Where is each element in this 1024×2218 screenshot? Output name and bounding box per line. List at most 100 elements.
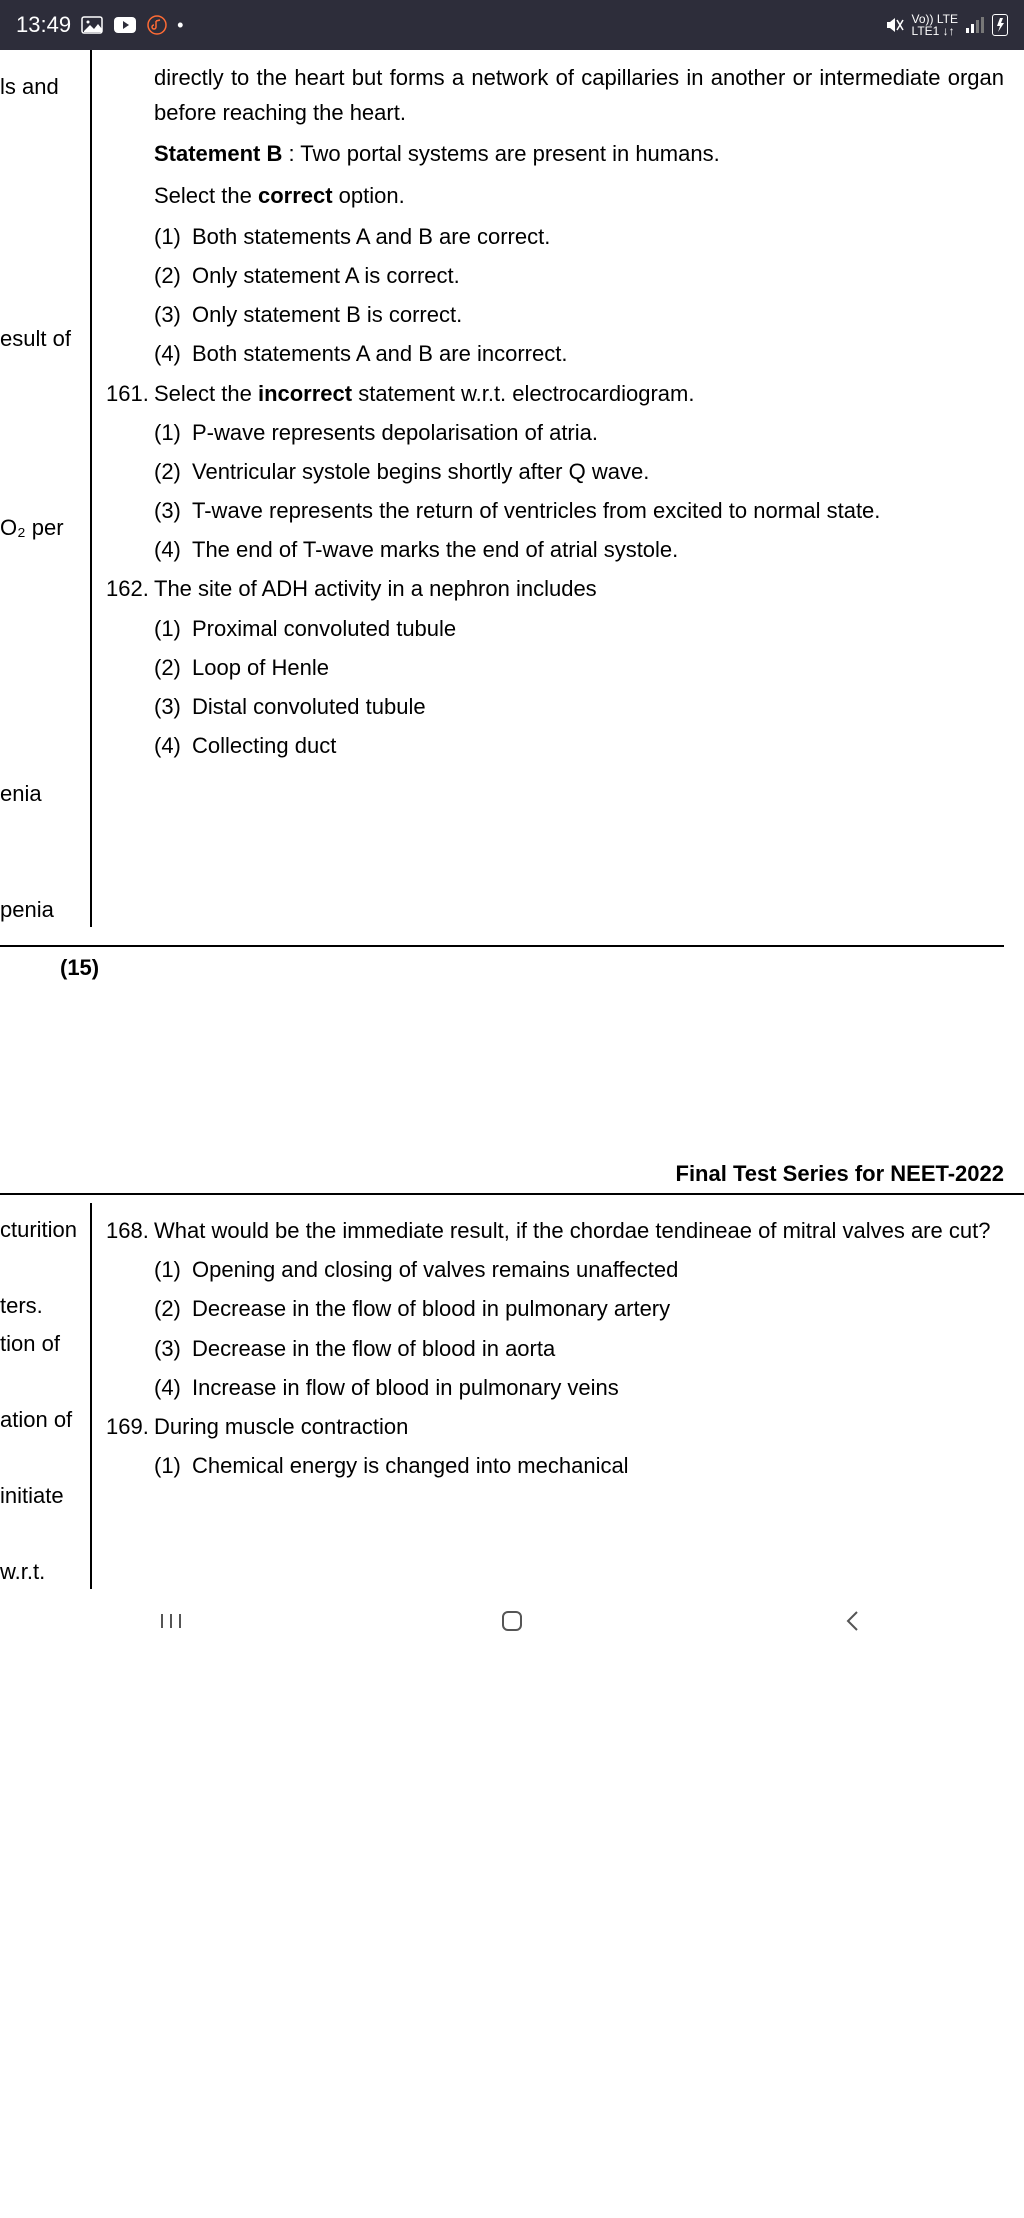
question-text: The site of ADH activity in a nephron in… xyxy=(154,571,1004,606)
left-label: enia xyxy=(0,777,90,811)
option-row: (3)T-wave represents the return of ventr… xyxy=(106,493,1004,528)
vertical-divider xyxy=(90,50,92,927)
q161-bold: incorrect xyxy=(258,381,352,406)
music-icon xyxy=(147,15,167,35)
option-row: (1)Both statements A and B are correct. xyxy=(106,219,1004,254)
vertical-divider xyxy=(90,1203,92,1589)
option-row: (3)Only statement B is correct. xyxy=(106,297,1004,332)
option-number: (4) xyxy=(154,728,192,763)
option-row: (4)Increase in flow of blood in pulmonar… xyxy=(106,1370,1004,1405)
option-text: Both statements A and B are incorrect. xyxy=(192,336,1004,371)
option-text: The end of T-wave marks the end of atria… xyxy=(192,532,1004,567)
network-indicator: Vo)) LTE LTE1 ↓↑ xyxy=(912,13,958,37)
option-text: Decrease in the flow of blood in aorta xyxy=(192,1331,1004,1366)
question-text: What would be the immediate result, if t… xyxy=(154,1213,1004,1248)
left-label: penia xyxy=(0,893,90,927)
option-text: T-wave represents the return of ventricl… xyxy=(192,493,1004,528)
youtube-icon xyxy=(113,16,137,34)
option-row: (3)Decrease in the flow of blood in aort… xyxy=(106,1331,1004,1366)
dot-icon: • xyxy=(177,15,183,36)
recent-apps-button[interactable] xyxy=(151,1608,191,1641)
select-instruction: Select the correct option. xyxy=(106,178,1004,213)
option-number: (3) xyxy=(154,297,192,332)
content-section-1: kash ls and esult of O₂ per enia penia d… xyxy=(0,50,1024,927)
question-number: 161. xyxy=(106,376,154,411)
option-row: (2)Loop of Henle xyxy=(106,650,1004,685)
option-text: Ventricular systole begins shortly after… xyxy=(192,454,1004,489)
option-number: (3) xyxy=(154,689,192,724)
option-text: Only statement B is correct. xyxy=(192,297,1004,332)
signal-icon xyxy=(966,17,984,33)
status-time: 13:49 xyxy=(16,12,71,38)
mute-icon xyxy=(884,15,904,35)
battery-icon xyxy=(992,14,1008,36)
option-number: (2) xyxy=(154,1291,192,1326)
option-number: (1) xyxy=(154,1252,192,1287)
back-button[interactable] xyxy=(833,1608,873,1641)
status-right: Vo)) LTE LTE1 ↓↑ xyxy=(884,13,1008,37)
option-row: (2)Only statement A is correct. xyxy=(106,258,1004,293)
option-row: (1)Opening and closing of valves remains… xyxy=(106,1252,1004,1287)
left-label: initiate xyxy=(0,1479,90,1513)
option-row: (2)Ventricular systole begins shortly af… xyxy=(106,454,1004,489)
option-text: Decrease in the flow of blood in pulmona… xyxy=(192,1291,1004,1326)
q161-post: statement w.r.t. electrocardiogram. xyxy=(352,381,694,406)
left-label: ters. xyxy=(0,1289,90,1323)
option-row: (4)The end of T-wave marks the end of at… xyxy=(106,532,1004,567)
option-text: Collecting duct xyxy=(192,728,1004,763)
option-number: (1) xyxy=(154,219,192,254)
option-text: Distal convoluted tubule xyxy=(192,689,1004,724)
main-column-2: 168. What would be the immediate result,… xyxy=(106,1203,1024,1589)
option-row: (1)Chemical energy is changed into mecha… xyxy=(106,1448,1004,1483)
option-row: (2)Decrease in the flow of blood in pulm… xyxy=(106,1291,1004,1326)
page-footer: (15) xyxy=(0,945,1004,981)
question-number: 169. xyxy=(106,1409,154,1444)
content-section-2: cturition ters. tion of ation of initiat… xyxy=(0,1203,1024,1589)
option-number: (1) xyxy=(154,415,192,450)
question-162: 162. The site of ADH activity in a nephr… xyxy=(106,571,1004,606)
question-168: 168. What would be the immediate result,… xyxy=(106,1213,1004,1248)
option-row: (1)Proximal convoluted tubule xyxy=(106,611,1004,646)
question-text: During muscle contraction xyxy=(154,1409,1004,1444)
statement-b-text: : Two portal systems are present in huma… xyxy=(282,141,719,166)
option-row: (3)Distal convoluted tubule xyxy=(106,689,1004,724)
home-button[interactable] xyxy=(492,1608,532,1641)
option-text: P-wave represents depolarisation of atri… xyxy=(192,415,1004,450)
left-column-1: ls and esult of O₂ per enia penia xyxy=(0,50,90,927)
statement-b: Statement B : Two portal systems are pre… xyxy=(106,136,1004,171)
gallery-icon xyxy=(81,16,103,34)
question-text: Select the incorrect statement w.r.t. el… xyxy=(154,376,1004,411)
select-post: option. xyxy=(333,183,405,208)
page-header-2: Final Test Series for NEET-2022 xyxy=(0,1161,1024,1195)
option-number: (1) xyxy=(154,1448,192,1483)
option-number: (3) xyxy=(154,1331,192,1366)
status-left: 13:49 • xyxy=(16,12,183,38)
option-number: (4) xyxy=(154,336,192,371)
option-number: (1) xyxy=(154,611,192,646)
option-row: (4)Both statements A and B are incorrect… xyxy=(106,336,1004,371)
option-text: Chemical energy is changed into mechanic… xyxy=(192,1448,1004,1483)
option-number: (4) xyxy=(154,532,192,567)
intro-paragraph: directly to the heart but forms a networ… xyxy=(106,60,1004,130)
page-gap xyxy=(0,981,1024,1161)
left-label: cturition xyxy=(0,1213,90,1247)
main-column-1: directly to the heart but forms a networ… xyxy=(106,50,1024,927)
option-number: (2) xyxy=(154,258,192,293)
android-nav-bar xyxy=(0,1589,1024,1659)
left-label: w.r.t. xyxy=(0,1555,90,1589)
option-row: (1)P-wave represents depolarisation of a… xyxy=(106,415,1004,450)
option-text: Opening and closing of valves remains un… xyxy=(192,1252,1004,1287)
option-number: (2) xyxy=(154,650,192,685)
page-number: (15) xyxy=(60,955,99,980)
question-number: 168. xyxy=(106,1213,154,1248)
q161-pre: Select the xyxy=(154,381,258,406)
left-label: ls and xyxy=(0,70,90,104)
option-number: (4) xyxy=(154,1370,192,1405)
left-label: ation of xyxy=(0,1403,90,1437)
select-bold: correct xyxy=(258,183,333,208)
option-text: Loop of Henle xyxy=(192,650,1004,685)
left-label: tion of xyxy=(0,1327,90,1361)
option-number: (2) xyxy=(154,454,192,489)
option-text: Increase in flow of blood in pulmonary v… xyxy=(192,1370,1004,1405)
question-161: 161. Select the incorrect statement w.r.… xyxy=(106,376,1004,411)
